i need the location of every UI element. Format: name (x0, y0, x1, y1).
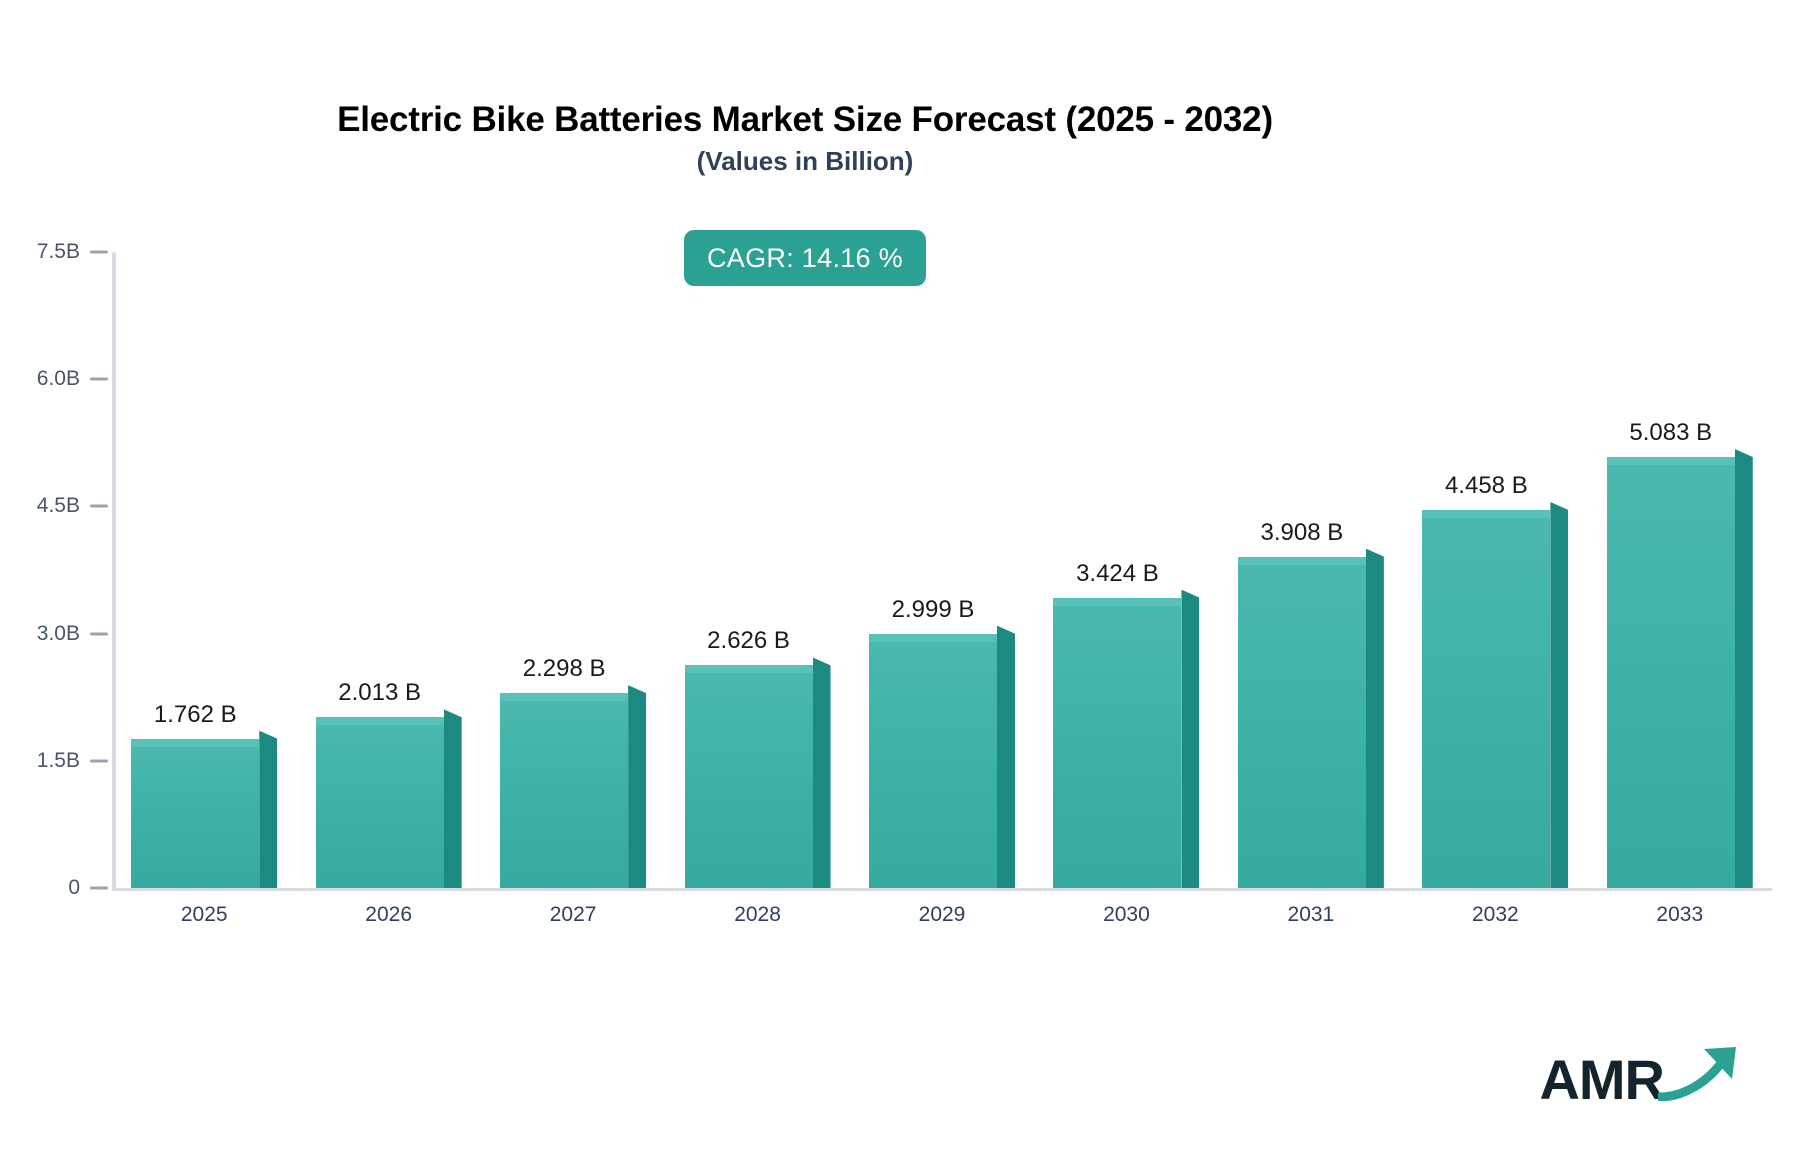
cagr-badge: CAGR: 14.16 % (684, 230, 926, 286)
y-axis-line (112, 252, 116, 890)
bar-2032: 4.458 B (1422, 472, 1569, 888)
bar-value-label: 5.083 B (1629, 418, 1713, 446)
cagr-badge-label: CAGR: 14.16 % (707, 242, 903, 273)
bar-value-label: 3.908 B (1260, 518, 1344, 546)
bar-front-face (684, 665, 813, 888)
y-axis-tick-mark (90, 632, 108, 636)
bar-side-face (812, 657, 831, 888)
bar-side-face (1550, 501, 1569, 888)
y-axis-tick-label: 1.5B (36, 748, 80, 772)
bar-top-face (1606, 456, 1735, 465)
bar-2033: 5.083 B (1606, 419, 1753, 888)
bar-side-face (1365, 548, 1384, 888)
bar-top-face (315, 717, 444, 726)
x-axis-tick-label: 2026 (365, 903, 413, 926)
amr-logo: AMR (1539, 1044, 1740, 1108)
x-axis-tick-label: 2032 (1471, 903, 1519, 926)
bar-front-face (1422, 509, 1551, 888)
y-axis-tick-label: 7.5B (36, 240, 80, 263)
bar-side-face (443, 709, 462, 888)
bar-top-face (500, 693, 629, 702)
bar-front-face (1053, 597, 1182, 888)
bar-top-face (869, 633, 997, 642)
bar-2028: 2.626 B (684, 627, 831, 888)
bar-value-label: 1.762 B (153, 700, 237, 728)
bar-2026: 2.013 B (315, 679, 462, 888)
bar-value-label: 4.458 B (1444, 471, 1528, 499)
x-axis-line (112, 888, 1772, 891)
page-title: Electric Bike Batteries Market Size Fore… (337, 100, 1273, 139)
bar-top-face (1422, 509, 1551, 518)
bar-front-face (315, 717, 444, 888)
bar-2030: 3.424 B (1053, 560, 1200, 888)
bar-front-face (500, 693, 629, 888)
y-axis-tick-mark (90, 504, 108, 508)
y-axis-tick-label: 4.5B (36, 494, 80, 518)
bar-side-face (1181, 589, 1200, 888)
bar-value-label: 2.298 B (522, 655, 606, 683)
growth-arrow-icon (1655, 1043, 1740, 1106)
bar-top-face (131, 738, 260, 747)
chart-subtitle: (Values in Billion) (696, 146, 914, 176)
bar-side-face (997, 625, 1015, 888)
bar-2029: 2.999 B (869, 596, 1015, 888)
y-axis-tick-mark (90, 886, 108, 890)
bar-2025: 1.762 B (131, 701, 278, 888)
logo-text: AMR (1539, 1048, 1665, 1111)
x-axis-tick-label: 2028 (734, 903, 781, 926)
bar-front-face (1237, 556, 1366, 888)
bar-side-face (1734, 448, 1753, 888)
bar-value-label: 3.424 B (1076, 559, 1159, 587)
x-axis-tick-label: 2029 (918, 903, 966, 926)
y-axis-tick-mark (90, 250, 108, 254)
bar-side-face (628, 685, 647, 888)
bar-top-face (684, 665, 813, 674)
bar-front-face (131, 738, 260, 888)
bar-top-face (1053, 597, 1182, 606)
x-axis-tick-label: 2031 (1287, 903, 1335, 926)
bar-side-face (259, 730, 278, 888)
bar-value-label: 2.999 B (891, 595, 975, 623)
x-axis-tick-label: 2025 (180, 903, 228, 926)
y-axis-tick-mark (90, 377, 108, 381)
bar-front-face (1606, 456, 1735, 888)
y-axis-tick-label: 3.0B (36, 621, 80, 645)
x-axis-tick-label: 2027 (549, 903, 597, 926)
bar-top-face (1237, 556, 1366, 565)
bar-front-face (869, 633, 997, 888)
y-axis-tick-label: 6.0B (36, 367, 80, 391)
bar-value-label: 2.013 B (338, 679, 422, 707)
x-axis-tick-label: 2030 (1103, 903, 1150, 926)
x-axis-tick-label: 2033 (1656, 903, 1704, 926)
y-axis-tick-mark (90, 759, 108, 763)
y-axis-tick-label: 0 (68, 876, 80, 899)
bar-2027: 2.298 B (500, 655, 647, 888)
bar-2031: 3.908 B (1237, 519, 1384, 888)
bar-value-label: 2.626 B (707, 627, 790, 655)
